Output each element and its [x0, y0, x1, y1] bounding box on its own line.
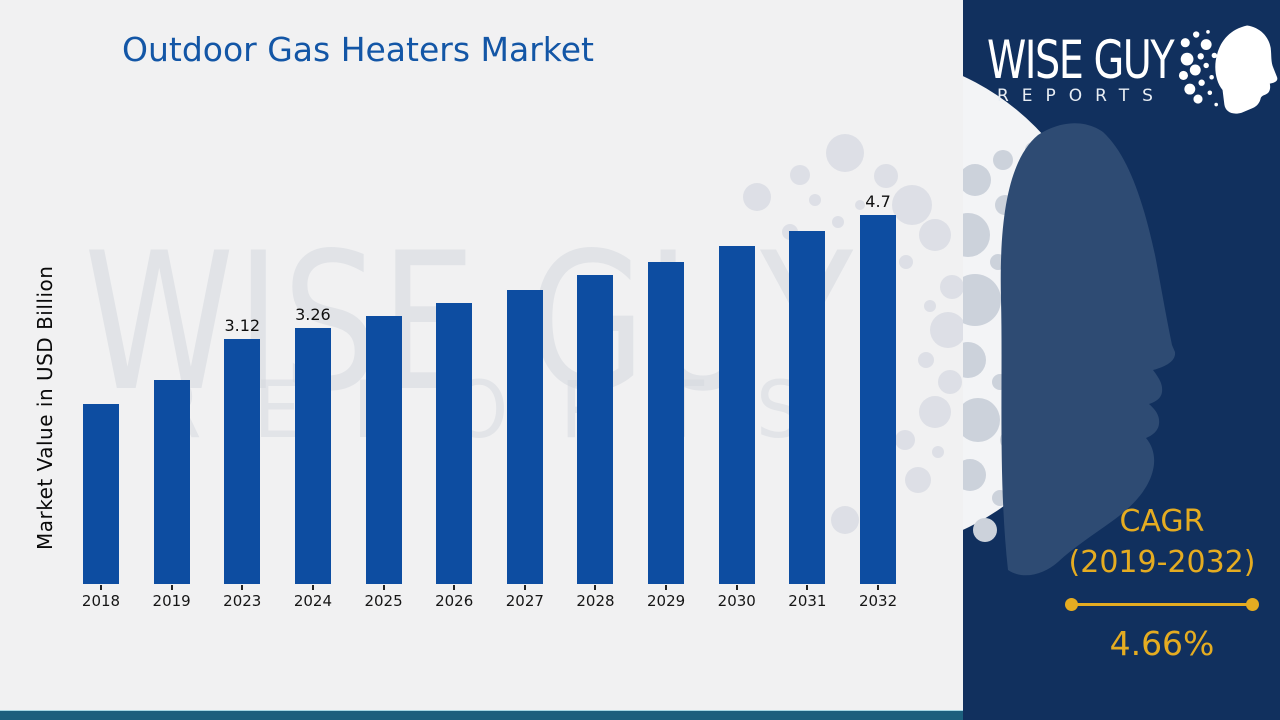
x-axis-tick [877, 585, 880, 590]
logo-reports-text: REPORTS [997, 86, 1166, 106]
decorative-dot [826, 134, 864, 172]
decorative-dot [938, 370, 962, 394]
decorative-dot [905, 467, 931, 493]
bar-2024 [294, 328, 331, 584]
decorative-dot [963, 398, 1000, 442]
decorative-dot [832, 216, 844, 228]
decorative-dot [963, 164, 991, 196]
x-axis-label: 2032 [858, 592, 898, 610]
bar-2030 [718, 246, 755, 584]
bar-2025 [365, 316, 402, 584]
x-axis-label: 2030 [717, 592, 756, 610]
decorative-dot [874, 164, 898, 188]
bottom-accent-bar [0, 710, 963, 720]
decorative-dot [973, 518, 997, 542]
cagr-block: CAGR (2019-2032) 4.66% [1051, 505, 1273, 663]
page-title: Outdoor Gas Heaters Market [122, 30, 594, 69]
decorative-dot [924, 300, 936, 312]
bar-2018 [83, 404, 119, 584]
decorative-dot [809, 194, 821, 206]
x-axis-tick [806, 585, 809, 590]
bar-value-label: 4.7 [865, 192, 891, 212]
bar-2019 [153, 379, 190, 584]
bar-value-label: 3.12 [224, 316, 261, 336]
cagr-heading: CAGR [1119, 504, 1205, 539]
decorative-dot [930, 312, 966, 348]
x-axis-tick [665, 585, 668, 590]
cagr-underline [1065, 598, 1259, 611]
y-axis-label: Market Value in USD Billion [33, 265, 57, 551]
x-axis-tick [241, 585, 244, 590]
bar-value-label: 3.26 [295, 305, 331, 325]
decorative-dot [993, 150, 1013, 170]
bar-2027 [506, 289, 543, 584]
decorative-dot [895, 430, 915, 450]
x-axis-label: 2018 [81, 592, 121, 610]
decorative-dot [919, 219, 951, 251]
x-axis-tick [311, 585, 314, 590]
bar-2023 [224, 339, 261, 584]
bar-2031 [789, 230, 826, 584]
x-axis-label: 2029 [647, 592, 686, 610]
x-axis-label: 2024 [293, 592, 332, 610]
x-axis-label: 2026 [435, 592, 474, 610]
decorative-dot [899, 255, 913, 269]
x-axis-tick [100, 585, 102, 590]
decorative-dot [892, 185, 932, 225]
line-end-dot [1246, 598, 1259, 611]
decorative-dot [855, 200, 865, 210]
x-axis-label: 2027 [505, 592, 544, 610]
bar-2028 [577, 275, 614, 584]
decorative-dot [790, 165, 810, 185]
decorative-dot [918, 352, 934, 368]
x-axis-tick [594, 585, 597, 590]
decorative-dot [963, 459, 986, 491]
x-axis-tick [382, 585, 385, 590]
x-axis-label: 2028 [576, 592, 615, 610]
decorative-dot [831, 506, 859, 534]
cagr-range: (2019-2032) [1068, 545, 1256, 580]
line-end-dot [1065, 598, 1078, 611]
decorative-dot [940, 275, 964, 299]
bar-2032 [860, 215, 897, 584]
brand-panel: WISE GUY REPORTS CAGR (2019-2032) 4.66% [963, 0, 1280, 720]
x-axis-tick [735, 585, 738, 590]
x-axis-label: 2023 [223, 592, 262, 610]
x-axis-tick [453, 585, 456, 590]
x-axis-label: 2025 [364, 592, 403, 610]
cagr-value: 4.66% [1109, 624, 1215, 663]
face-silhouette-icon [1000, 123, 1176, 576]
decorative-dot [743, 183, 771, 211]
decorative-dot [932, 446, 944, 458]
decorative-dot [963, 342, 986, 378]
x-axis-label: 2031 [788, 592, 827, 610]
x-axis-label: 2019 [152, 592, 191, 610]
logo-wordmark: WISE GUY [987, 30, 1175, 91]
x-axis-tick [170, 585, 173, 590]
logo-face-icon [1178, 25, 1278, 114]
bar-2026 [436, 302, 473, 584]
x-axis-tick [523, 585, 526, 590]
decorative-dot [919, 396, 951, 428]
bar-2029 [648, 262, 685, 584]
